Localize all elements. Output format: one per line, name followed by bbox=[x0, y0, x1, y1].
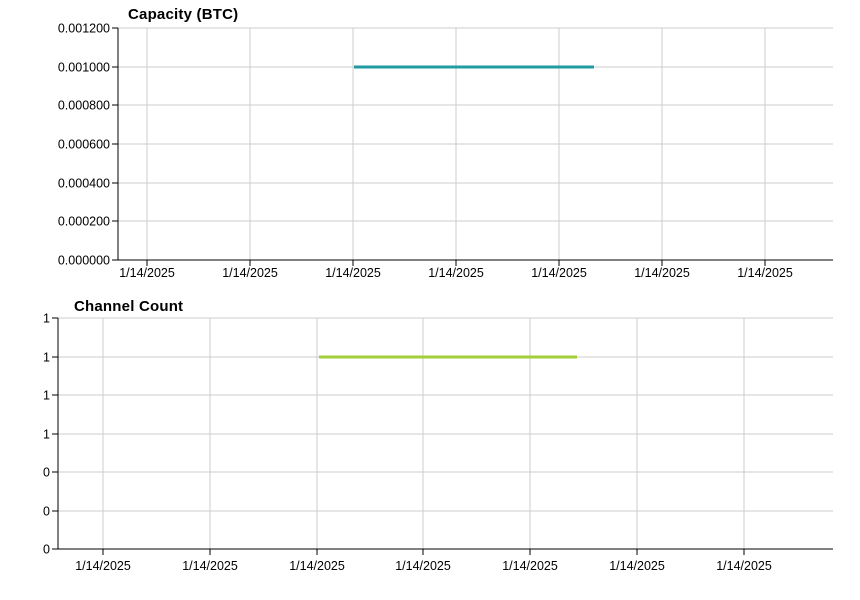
x-tick-label: 1/14/2025 bbox=[119, 266, 175, 280]
y-tick-label: 0.000800 bbox=[58, 99, 110, 113]
y-tick-label: 0.000200 bbox=[58, 215, 110, 229]
x-tick-label: 1/14/2025 bbox=[531, 266, 587, 280]
y-tick-label: 1 bbox=[43, 312, 50, 326]
y-tick-label: 0.000400 bbox=[58, 177, 110, 191]
x-tick-label: 1/14/2025 bbox=[634, 266, 690, 280]
y-tick-label: 0.001200 bbox=[58, 22, 110, 36]
capacity-chart-title: Capacity (BTC) bbox=[128, 6, 239, 23]
x-tick-label: 1/14/2025 bbox=[716, 559, 772, 573]
y-tick-label: 0.001000 bbox=[58, 61, 110, 75]
x-tick-label: 1/14/2025 bbox=[222, 266, 278, 280]
y-tick-label: 0.000000 bbox=[58, 254, 110, 268]
channel-count-chart-title: Channel Count bbox=[74, 298, 184, 315]
y-tick-label: 1 bbox=[43, 389, 50, 403]
y-tick-label: 0 bbox=[43, 505, 50, 519]
x-tick-label: 1/14/2025 bbox=[75, 559, 131, 573]
y-tick-label: 1 bbox=[43, 351, 50, 365]
x-tick-label: 1/14/2025 bbox=[609, 559, 665, 573]
x-tick-label: 1/14/2025 bbox=[289, 559, 345, 573]
x-tick-label: 1/14/2025 bbox=[502, 559, 558, 573]
y-tick-label: 1 bbox=[43, 428, 50, 442]
x-tick-label: 1/14/2025 bbox=[325, 266, 381, 280]
x-tick-label: 1/14/2025 bbox=[395, 559, 451, 573]
x-tick-label: 1/14/2025 bbox=[737, 266, 793, 280]
y-tick-label: 0.000600 bbox=[58, 138, 110, 152]
x-tick-label: 1/14/2025 bbox=[428, 266, 484, 280]
y-tick-label: 0 bbox=[43, 466, 50, 480]
x-tick-label: 1/14/2025 bbox=[182, 559, 238, 573]
y-tick-label: 0 bbox=[43, 543, 50, 557]
